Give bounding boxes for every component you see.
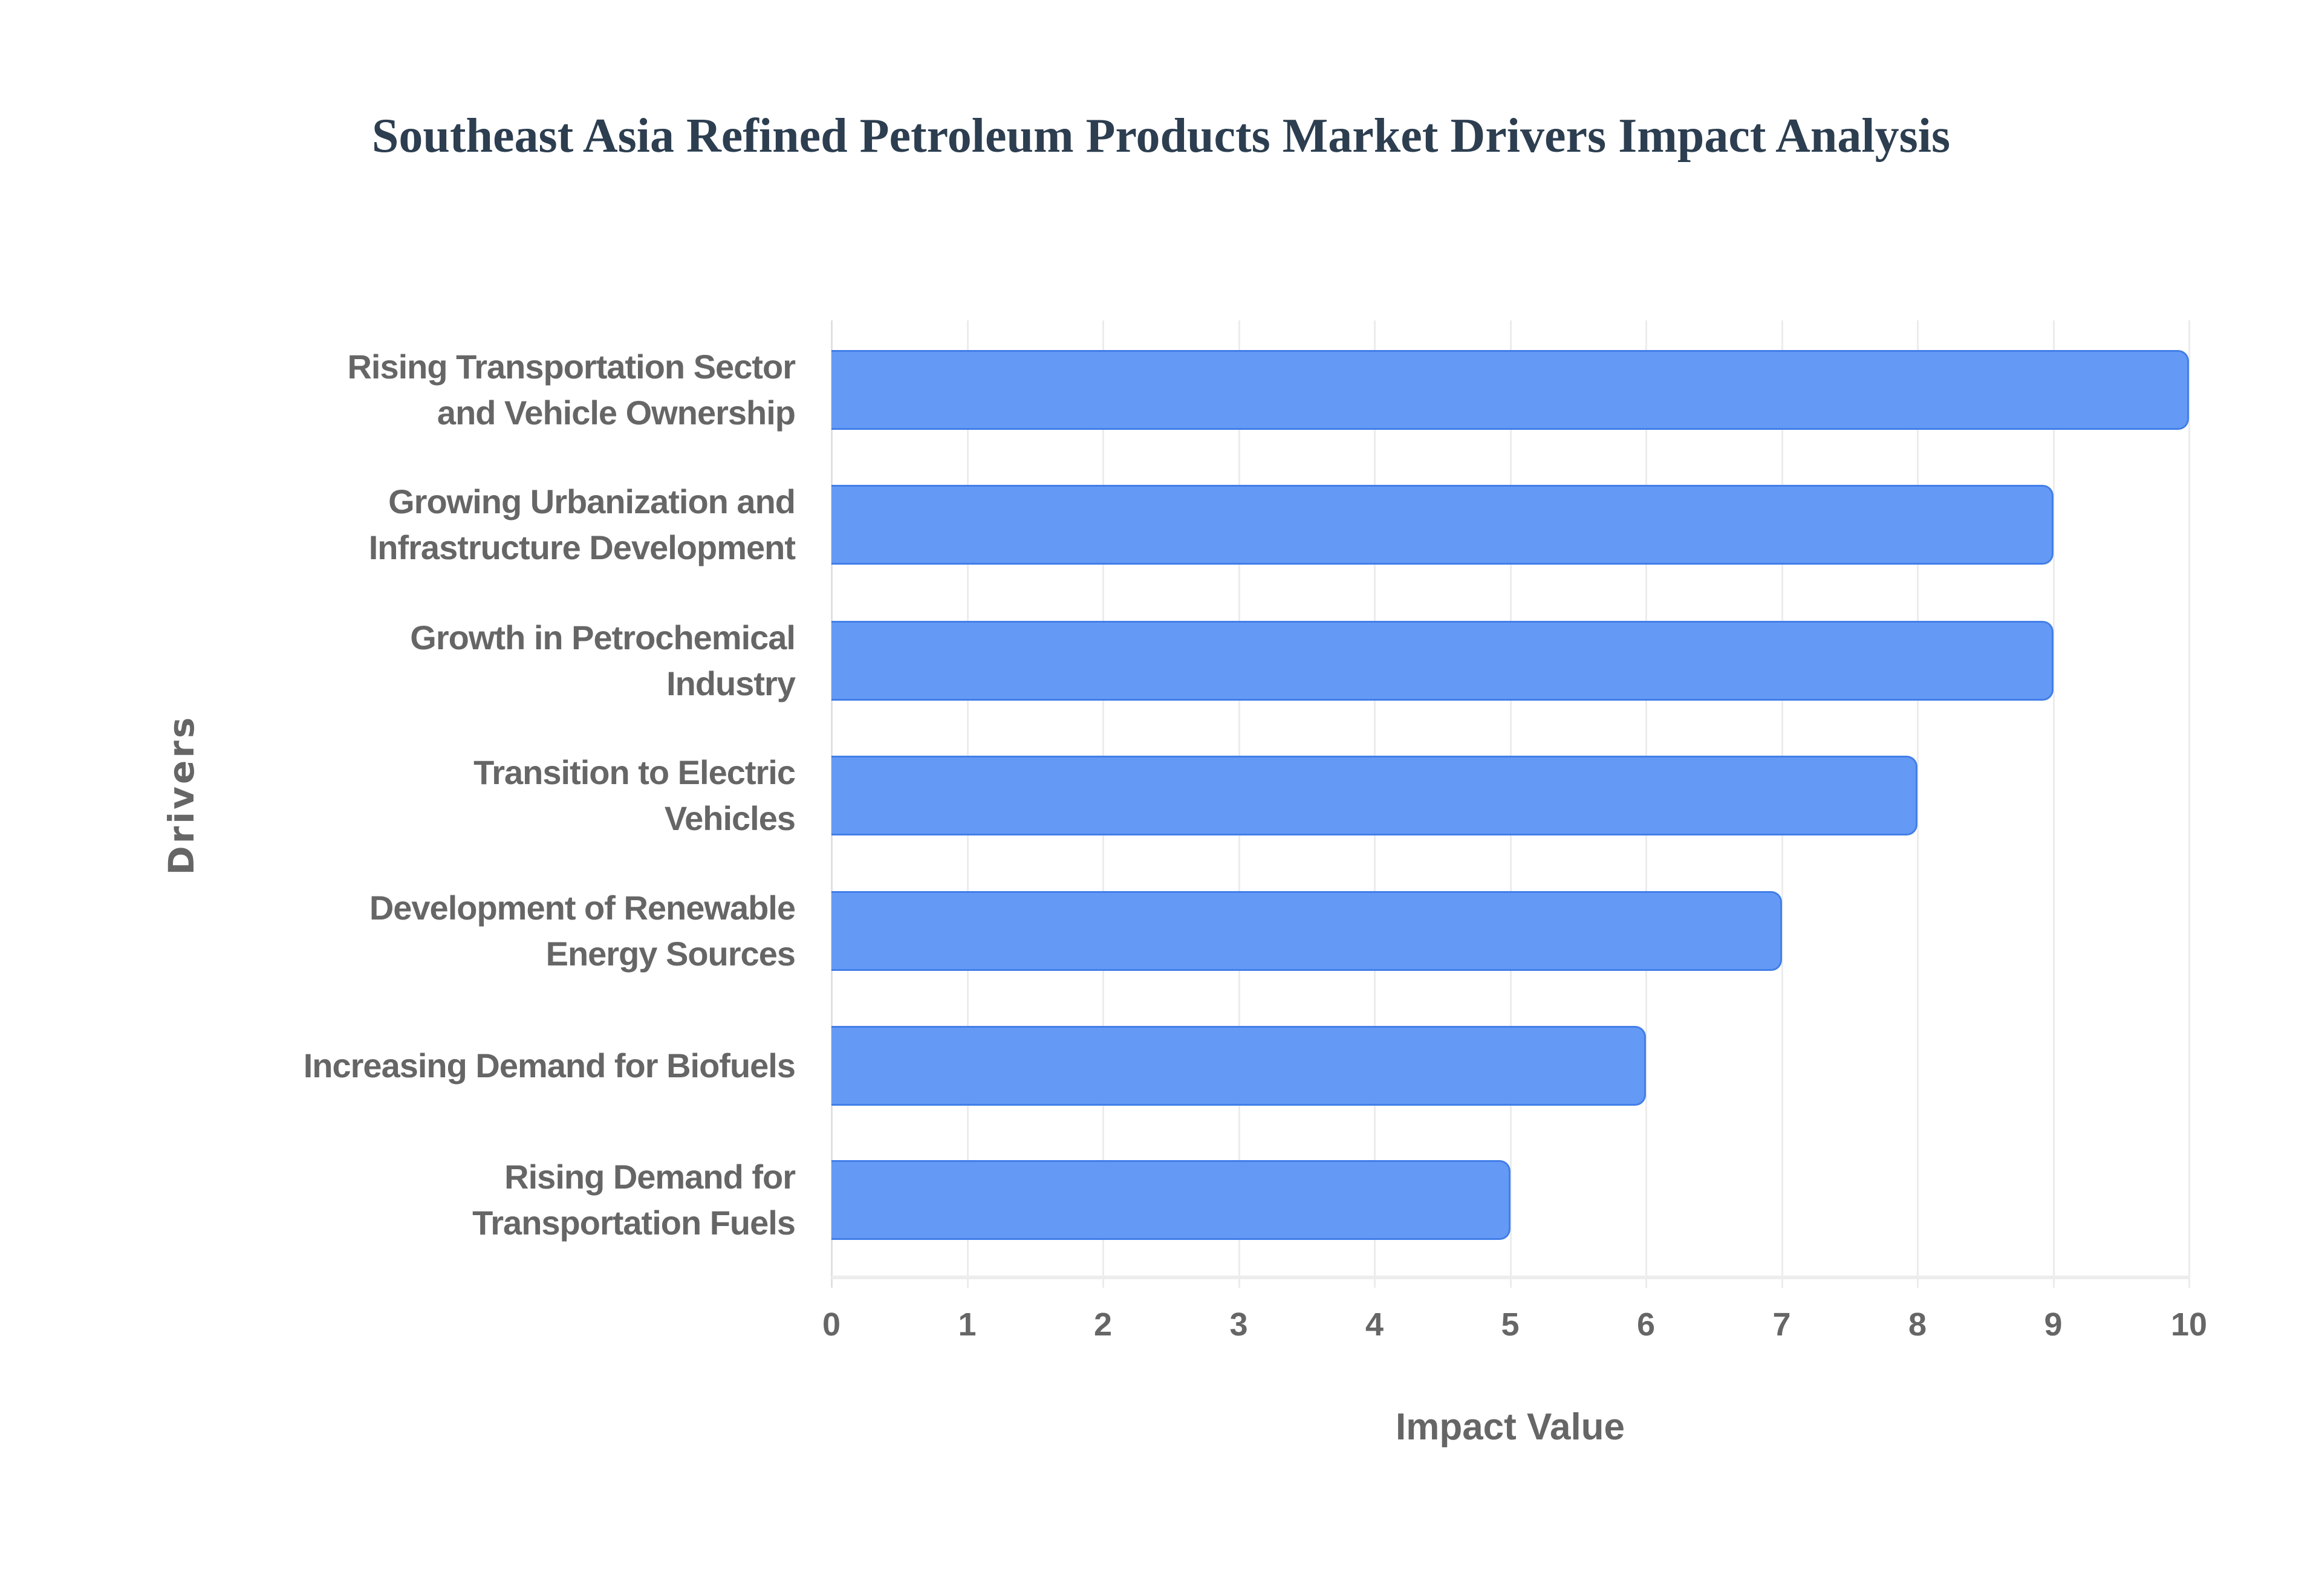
x-tick-label: 8: [1908, 1306, 1927, 1343]
y-axis-label: Transition to Electric Vehicles: [473, 753, 796, 837]
y-axis-label: Growth in Petrochemical Industry: [410, 618, 796, 702]
bar[interactable]: [831, 485, 2054, 565]
y-axis-label: Development of Renewable Energy Sources: [369, 889, 796, 973]
bar[interactable]: [831, 621, 2054, 701]
x-tick-label: 2: [1093, 1306, 1113, 1343]
x-tick-label: 7: [1772, 1306, 1791, 1343]
y-axis-label: Rising Transportation Sector and Vehicle…: [347, 348, 796, 432]
x-tick-label: 0: [822, 1306, 841, 1343]
gridline: [2052, 320, 2055, 1288]
x-tick-label: 10: [2170, 1306, 2208, 1343]
x-tick-label: 5: [1501, 1306, 1520, 1343]
x-tick-label: 1: [958, 1306, 977, 1343]
x-tick-label: 4: [1365, 1306, 1384, 1343]
y-axis-label: Growing Urbanization and Infrastructure …: [368, 482, 796, 566]
gridline: [2188, 320, 2190, 1288]
bar[interactable]: [831, 350, 2189, 430]
gridline: [1917, 320, 1919, 1288]
x-tick-label: 9: [2044, 1306, 2063, 1343]
bar[interactable]: [831, 756, 1917, 835]
x-tick-label: 6: [1636, 1306, 1656, 1343]
x-axis-line: [831, 1276, 2189, 1279]
bar[interactable]: [831, 891, 1782, 971]
y-axis-label: Increasing Demand for Biofuels: [303, 1046, 796, 1085]
x-axis-title: Impact Value: [1395, 1406, 1625, 1448]
plot-area: [831, 320, 2190, 1288]
y-axis-label: Rising Demand for Transportation Fuels: [472, 1158, 796, 1242]
chart-title: Southeast Asia Refined Petroleum Product…: [371, 109, 1951, 163]
bar[interactable]: [831, 1160, 1511, 1240]
x-tick-label: 3: [1229, 1306, 1248, 1343]
bar[interactable]: [831, 1026, 1646, 1106]
